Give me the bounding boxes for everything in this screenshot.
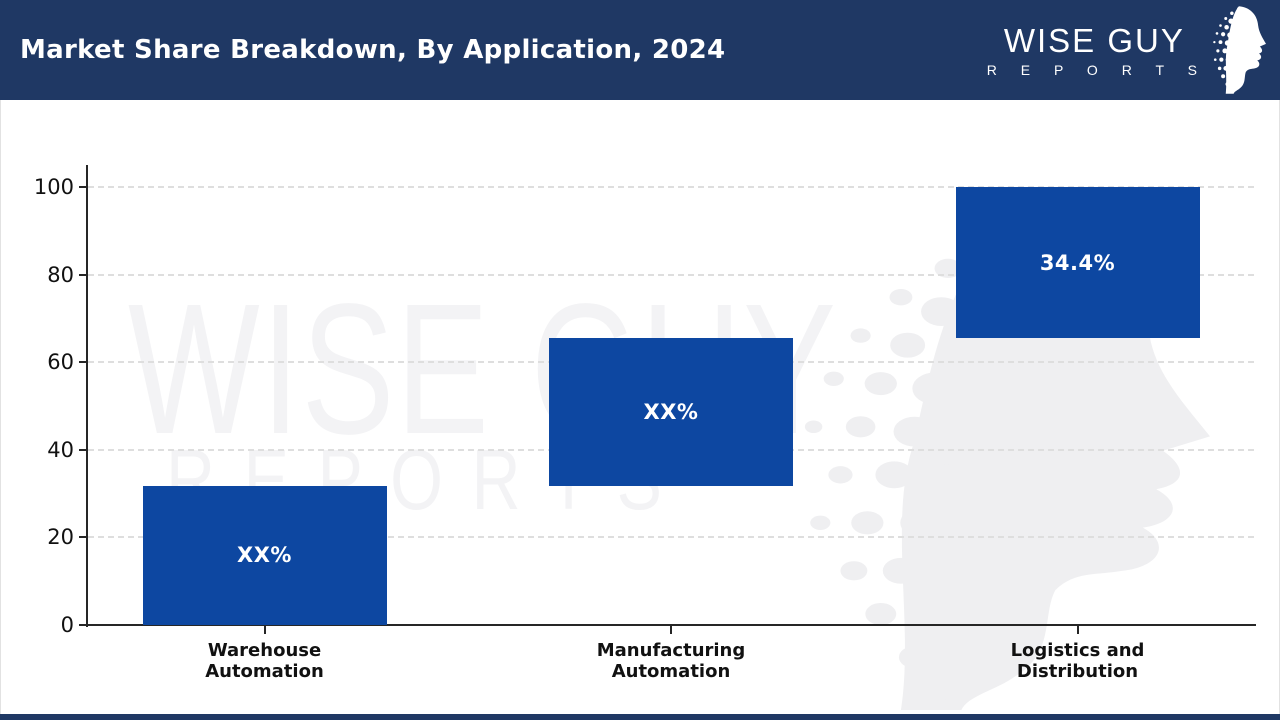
x-category-label: Warehouse Automation [95, 640, 435, 682]
x-category-line: Warehouse [207, 640, 322, 661]
bar-segment-2: XX% [549, 337, 793, 486]
x-tick-mark [263, 626, 266, 634]
y-axis-line [86, 165, 88, 627]
brand-logo: WISE GUY R E P O R T S [982, 6, 1266, 94]
bar-value-label: XX% [237, 543, 292, 568]
y-tick-label: 0 [60, 613, 74, 637]
bar-value-label: 34.4% [1039, 250, 1116, 275]
bar-segment-1: XX% [142, 485, 387, 625]
y-tick-mark [79, 448, 88, 451]
x-category-line: Manufacturing [596, 640, 746, 661]
logo-wordmark: WISE GUY [1003, 22, 1185, 59]
x-tick-mark [1076, 626, 1079, 634]
y-tick-mark [79, 624, 88, 626]
y-tick-label: 20 [47, 525, 74, 550]
bar-segment-3: 34.4% [955, 187, 1200, 338]
y-tick-label: 100 [33, 175, 74, 200]
y-tick-mark [79, 361, 88, 364]
x-category-label: Logistics and Distribution [908, 640, 1248, 682]
x-tick-mark [670, 626, 672, 634]
gridline-80 [88, 273, 1254, 276]
y-tick-mark [79, 273, 88, 276]
y-tick-label: 80 [47, 262, 74, 287]
logo-subtext: R E P O R T S [986, 62, 1207, 78]
x-category-line: Automation [205, 661, 324, 682]
header: Market Share Breakdown, By Application, … [0, 0, 1280, 100]
x-axis-line [86, 624, 1256, 626]
y-tick-mark [79, 186, 88, 189]
x-category-label: Manufacturing Automation [501, 640, 841, 682]
gridline-20 [88, 536, 1254, 539]
page-title: Market Share Breakdown, By Application, … [20, 35, 726, 65]
y-tick-label: 60 [47, 350, 74, 375]
plot-area: 0 20 40 60 80 100 XX% Warehouse Automation XX% Man… [34, 165, 1256, 682]
gridline-100 [88, 186, 1254, 189]
chart-canvas: WISE GUY R E P O R T S 0 20 40 60 80 100 XX% Wa… [0, 100, 1280, 715]
x-category-line: Distribution [1016, 661, 1139, 682]
x-category-line: Automation [611, 661, 731, 682]
y-tick-mark [79, 536, 88, 539]
y-tick-label: 40 [47, 437, 74, 462]
bar-value-label: XX% [643, 399, 699, 424]
brand-logo-text: WISE GUY R E P O R T S [982, 22, 1207, 78]
x-category-line: Logistics and [1010, 640, 1145, 661]
footer-strip [0, 714, 1280, 720]
logo-face-icon [1213, 6, 1266, 94]
